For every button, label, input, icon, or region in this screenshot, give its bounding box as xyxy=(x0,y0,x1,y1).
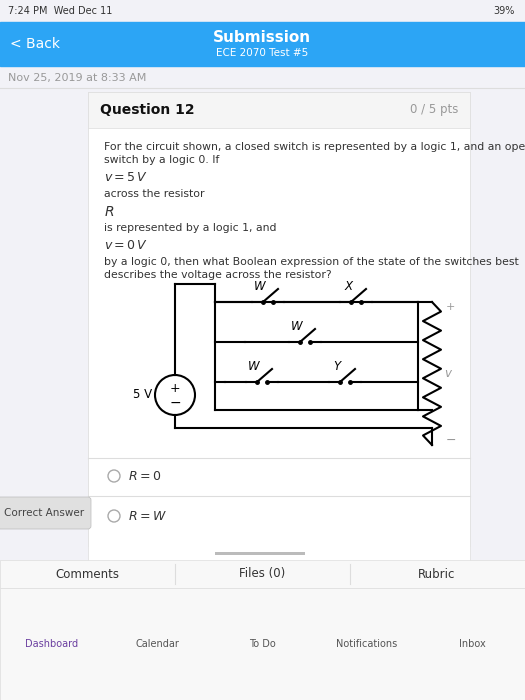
Text: W: W xyxy=(291,319,303,332)
Text: Dashboard: Dashboard xyxy=(25,639,79,649)
Text: $R = W$: $R = W$ xyxy=(128,510,167,522)
Bar xyxy=(88,92,470,128)
Text: across the resistor: across the resistor xyxy=(104,189,205,199)
Text: describes the voltage across the resistor?: describes the voltage across the resisto… xyxy=(104,270,332,280)
Text: +: + xyxy=(446,302,455,312)
Text: ECE 2070 Test #5: ECE 2070 Test #5 xyxy=(216,48,308,58)
Text: Y: Y xyxy=(333,360,341,372)
Text: Nov 25, 2019 at 8:33 AM: Nov 25, 2019 at 8:33 AM xyxy=(8,73,146,83)
Bar xyxy=(215,552,305,555)
Text: Submission: Submission xyxy=(213,31,311,46)
Text: 0 / 5 pts: 0 / 5 pts xyxy=(410,104,458,116)
Bar xyxy=(0,560,525,588)
Text: Comments: Comments xyxy=(55,568,119,580)
Text: 39%: 39% xyxy=(494,6,515,16)
Bar xyxy=(0,588,525,700)
Text: Notifications: Notifications xyxy=(337,639,397,649)
Text: $v = 0\,V$: $v = 0\,V$ xyxy=(104,239,148,252)
Bar xyxy=(0,22,525,66)
Text: v: v xyxy=(444,367,451,380)
Text: Inbox: Inbox xyxy=(459,639,486,649)
Text: 5 V: 5 V xyxy=(133,389,153,402)
Text: by a logic 0, then what Boolean expression of the state of the switches best: by a logic 0, then what Boolean expressi… xyxy=(104,257,519,267)
Text: Question 12: Question 12 xyxy=(100,103,195,117)
Circle shape xyxy=(108,470,120,482)
Text: To Do: To Do xyxy=(249,639,276,649)
Text: Files (0): Files (0) xyxy=(239,568,285,580)
Text: 7:24 PM  Wed Dec 11: 7:24 PM Wed Dec 11 xyxy=(8,6,112,16)
Text: is represented by a logic 1, and: is represented by a logic 1, and xyxy=(104,223,277,233)
Bar xyxy=(88,92,470,546)
Text: −: − xyxy=(446,433,457,447)
FancyBboxPatch shape xyxy=(0,497,91,529)
Text: W: W xyxy=(248,360,260,372)
Text: +: + xyxy=(170,382,180,395)
Text: W: W xyxy=(254,279,266,293)
Text: $R$: $R$ xyxy=(104,205,114,219)
Text: switch by a logic 0. If: switch by a logic 0. If xyxy=(104,155,219,165)
Text: Correct Answer: Correct Answer xyxy=(4,508,84,518)
Text: $R = 0$: $R = 0$ xyxy=(128,470,161,482)
Text: Calendar: Calendar xyxy=(135,639,179,649)
Circle shape xyxy=(155,375,195,415)
Text: $v = 5\,V$: $v = 5\,V$ xyxy=(104,171,148,184)
Text: Rubric: Rubric xyxy=(418,568,456,580)
Text: For the circuit shown, a closed switch is represented by a logic 1, and an open: For the circuit shown, a closed switch i… xyxy=(104,142,525,152)
Text: −: − xyxy=(169,396,181,410)
Text: X: X xyxy=(344,279,352,293)
Text: < Back: < Back xyxy=(10,37,60,51)
Bar xyxy=(88,92,470,640)
Circle shape xyxy=(108,510,120,522)
